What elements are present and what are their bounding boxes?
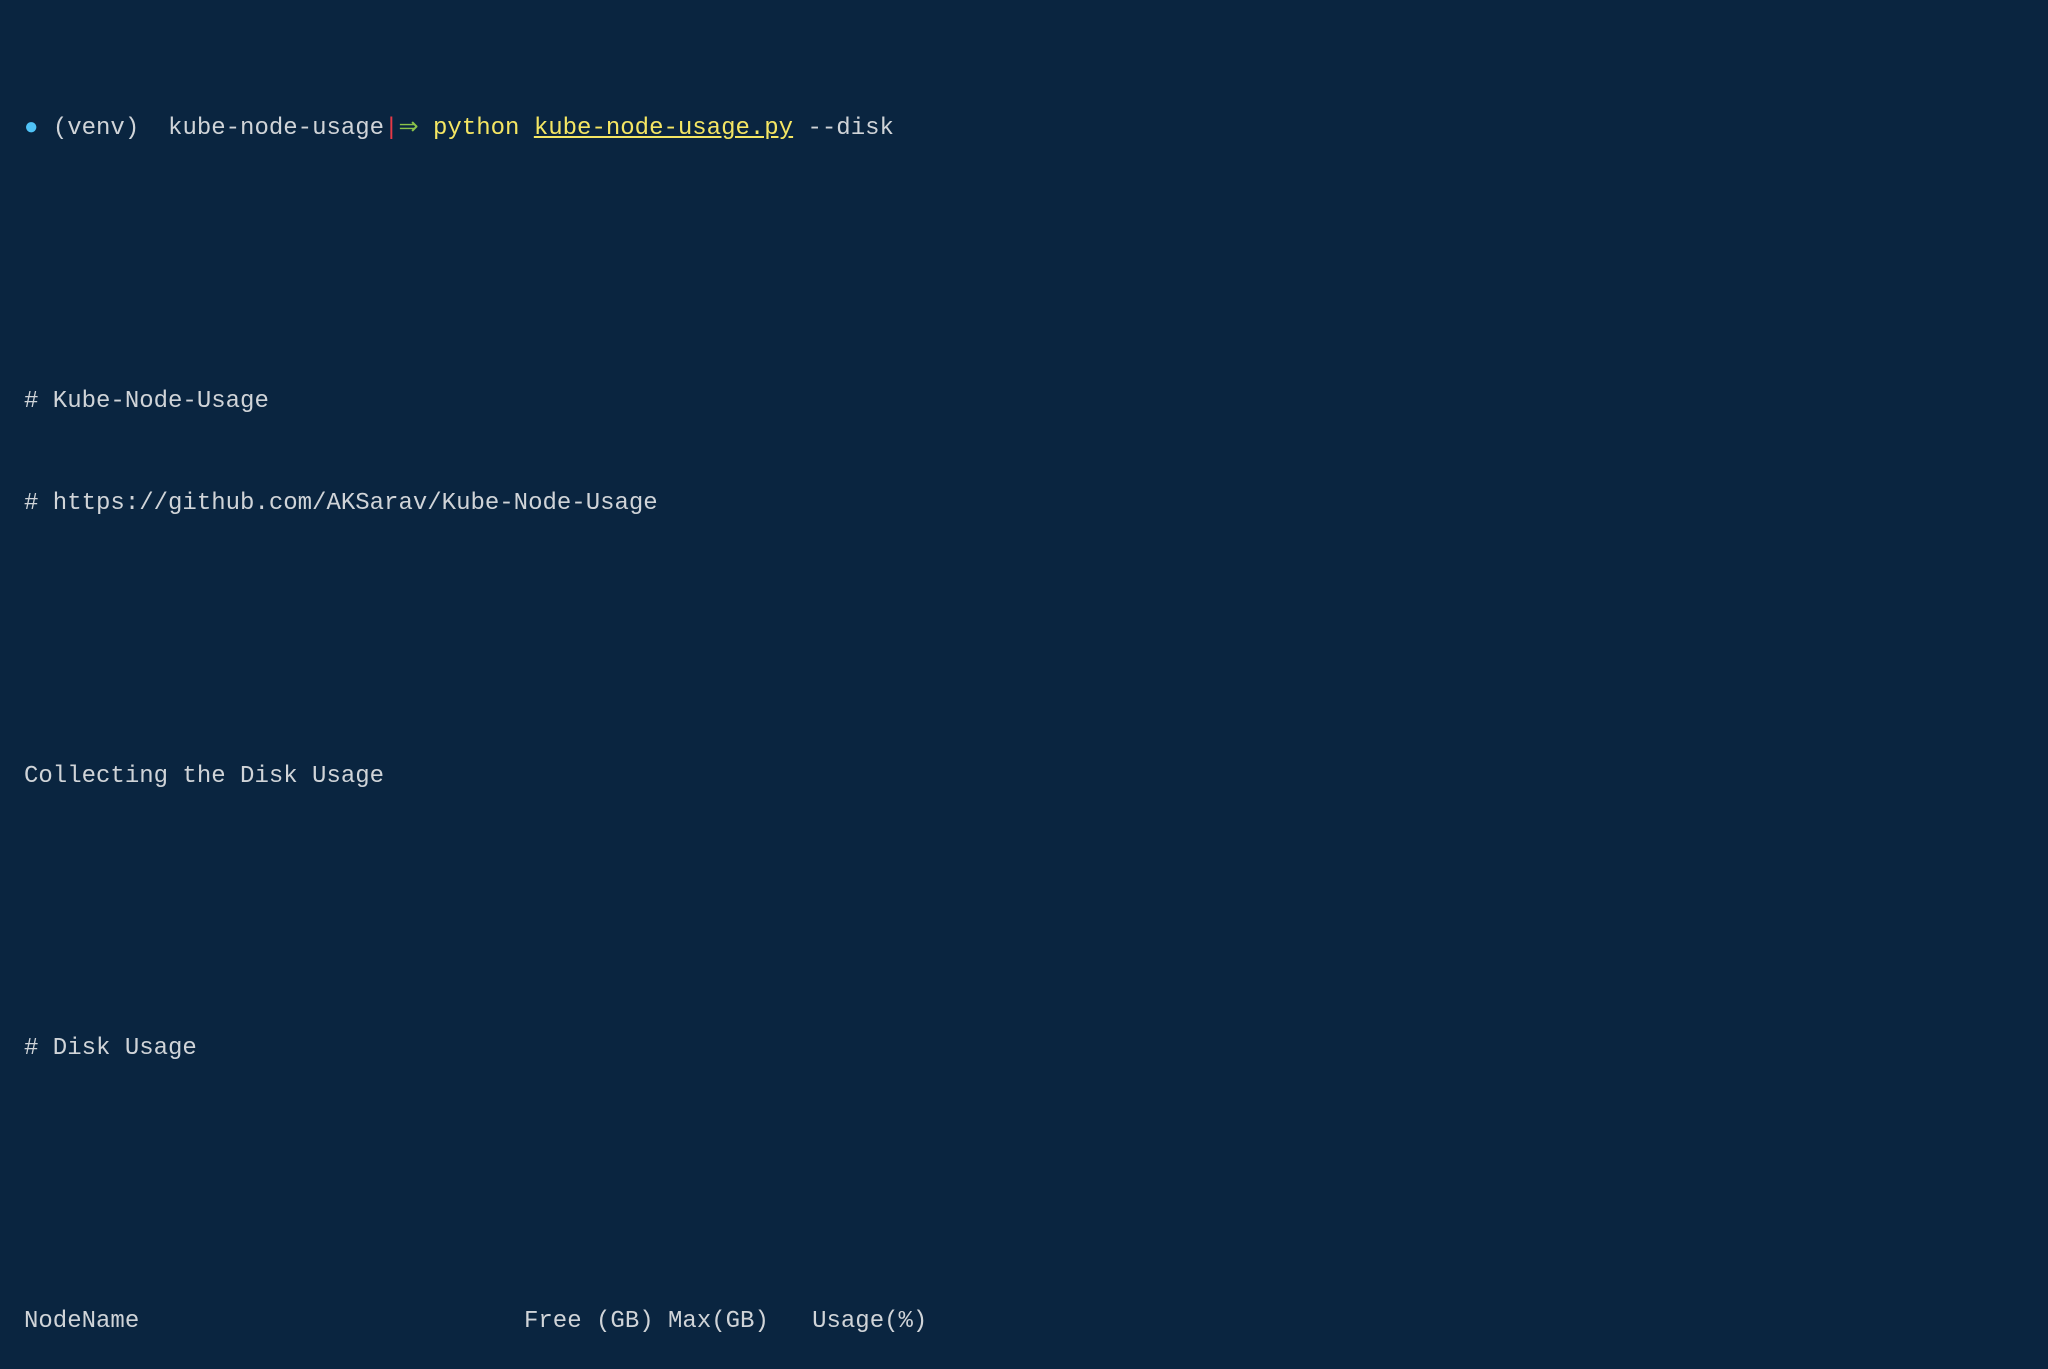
cwd-label: kube-node-usage xyxy=(168,115,384,142)
col-header-node: NodeName xyxy=(24,1305,524,1339)
table-header: NodeNameFree (GB) Max(GB) Usage(%) xyxy=(24,1305,2024,1339)
blank-line xyxy=(24,623,2024,657)
col-header-max: Max(GB) xyxy=(668,1308,769,1335)
banner-title: # Kube-Node-Usage xyxy=(24,385,2024,419)
terminal-window: ● (venv) kube-node-usage|⇒ python kube-n… xyxy=(0,0,2048,1369)
blank-line xyxy=(24,249,2024,283)
col-header-free: Free (GB) xyxy=(524,1308,654,1335)
blank-line xyxy=(24,896,2024,930)
prompt-pipe: | xyxy=(384,115,398,142)
command-arg: --disk xyxy=(808,115,894,142)
command-file: kube-node-usage.py xyxy=(534,115,793,142)
banner-url: # https://github.com/AKSarav/Kube-Node-U… xyxy=(24,487,2024,521)
blank-line xyxy=(24,1168,2024,1202)
section-title: # Disk Usage xyxy=(24,1032,2024,1066)
command-python: python xyxy=(433,115,519,142)
prompt-line: ● (venv) kube-node-usage|⇒ python kube-n… xyxy=(24,112,2024,146)
venv-label: (venv) xyxy=(53,115,139,142)
col-header-usage: Usage(%) xyxy=(812,1308,927,1335)
status-dot-icon: ● xyxy=(24,115,38,142)
status-line: Collecting the Disk Usage xyxy=(24,760,2024,794)
prompt-arrow-icon: ⇒ xyxy=(399,115,419,142)
